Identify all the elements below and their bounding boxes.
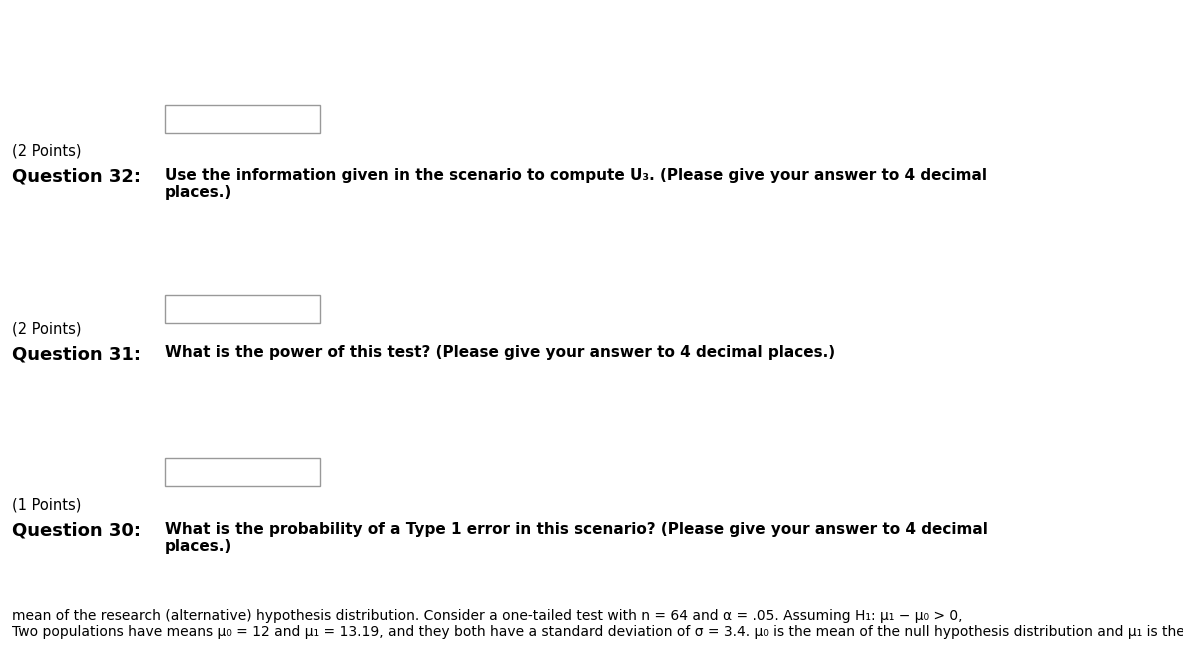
Text: What is the probability of a Type 1 error in this scenario? (Please give your an: What is the probability of a Type 1 erro… [164, 522, 988, 537]
Text: Question 31:: Question 31: [12, 345, 141, 363]
Text: What is the power of this test? (Please give your answer to 4 decimal places.): What is the power of this test? (Please … [164, 345, 835, 360]
Text: Use the information given in the scenario to compute U₃. (Please give your answe: Use the information given in the scenari… [164, 168, 987, 183]
Text: Two populations have means μ₀ = 12 and μ₁ = 13.19, and they both have a standard: Two populations have means μ₀ = 12 and μ… [12, 625, 1183, 639]
Text: (2 Points): (2 Points) [12, 144, 82, 159]
Text: places.): places.) [164, 185, 232, 200]
Text: (2 Points): (2 Points) [12, 321, 82, 336]
Text: Question 30:: Question 30: [12, 522, 141, 540]
FancyBboxPatch shape [164, 295, 319, 323]
FancyBboxPatch shape [164, 458, 319, 486]
Text: mean of the research (alternative) hypothesis distribution. Consider a one-taile: mean of the research (alternative) hypot… [12, 609, 963, 623]
Text: places.): places.) [164, 539, 232, 554]
FancyBboxPatch shape [164, 105, 319, 133]
Text: (1 Points): (1 Points) [12, 498, 82, 513]
Text: Question 32:: Question 32: [12, 168, 141, 186]
